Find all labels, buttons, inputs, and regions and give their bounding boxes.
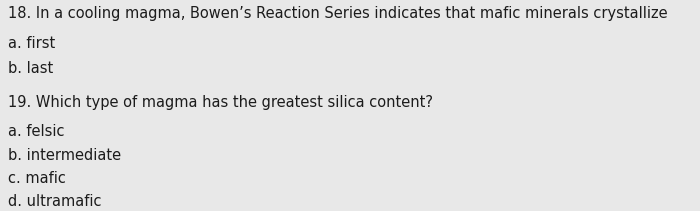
Text: a. first: a. first	[8, 36, 56, 51]
Text: 18. In a cooling magma, Bowen’s Reaction Series indicates that mafic minerals cr: 18. In a cooling magma, Bowen’s Reaction…	[8, 6, 668, 21]
Text: 19. Which type of magma has the greatest silica content?: 19. Which type of magma has the greatest…	[8, 95, 433, 110]
Text: b. intermediate: b. intermediate	[8, 148, 122, 163]
Text: b. last: b. last	[8, 61, 54, 76]
Text: c. mafic: c. mafic	[8, 171, 66, 186]
Text: d. ultramafic: d. ultramafic	[8, 194, 102, 209]
Text: a. felsic: a. felsic	[8, 124, 65, 139]
